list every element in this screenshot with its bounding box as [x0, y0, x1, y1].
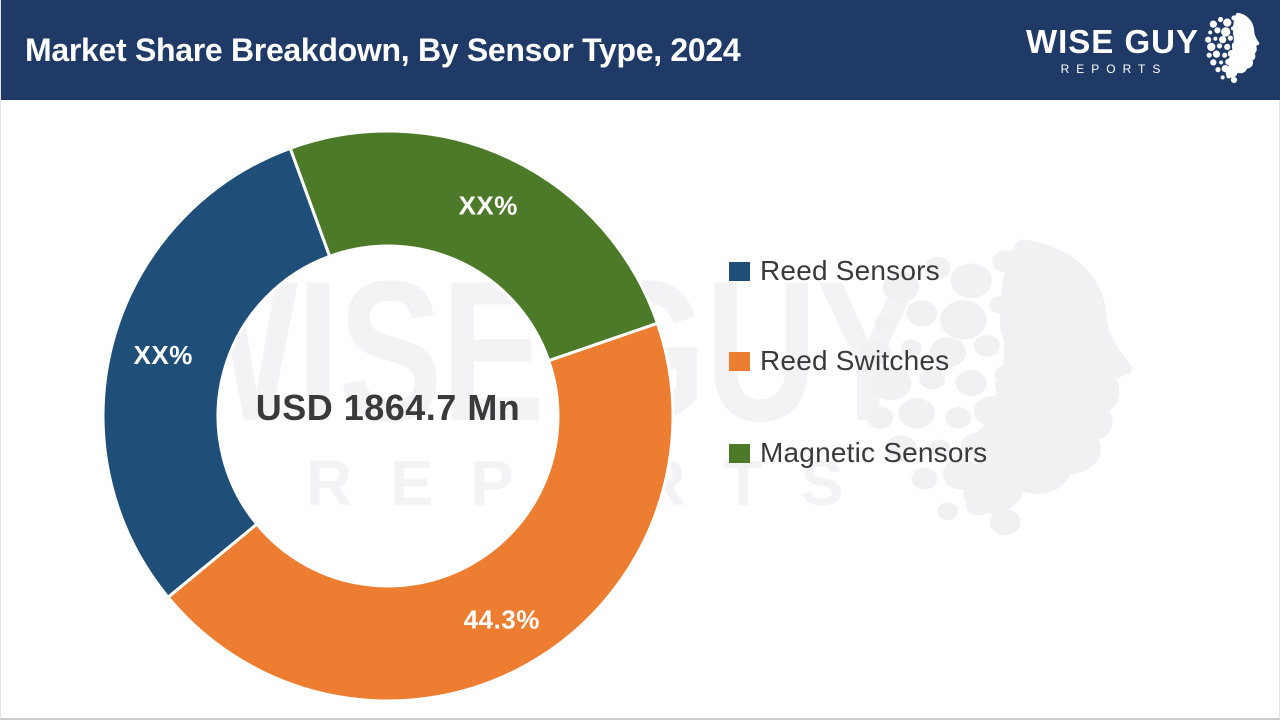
- logo-line1: WISE GUY: [1025, 23, 1199, 60]
- legend-swatch-magnetic-sensors: [729, 443, 750, 463]
- page-title: Market Share Breakdown, By Sensor Type, …: [25, 31, 741, 68]
- donut-center-value: USD 1864.7 Mn: [255, 387, 521, 428]
- donut-segment-label-reed-switches: 44.3%: [464, 604, 540, 634]
- logo-line2: REPORTS: [1060, 62, 1168, 76]
- donut-segment-label-magnetic-sensors: XX%: [459, 191, 518, 221]
- donut-segment-label-reed-sensors: XX%: [134, 340, 193, 370]
- legend-item-reed-sensors: Reed Sensors: [729, 254, 940, 288]
- legend-label-reed-switches: Reed Switches: [760, 345, 950, 376]
- legend-label-reed-sensors: Reed Sensors: [760, 255, 940, 286]
- donut-segment-reed-switches: [166, 321, 675, 703]
- logo-wordmark: WISE GUY REPORTS: [1025, 23, 1199, 77]
- donut-segment-magnetic-sensors: [288, 129, 660, 363]
- wiseguy-logo: WISE GUY REPORTS: [1026, 0, 1265, 100]
- legend-swatch-reed-switches: [729, 351, 750, 371]
- legend-item-reed-switches: Reed Switches: [729, 344, 949, 378]
- header: Market Share Breakdown, By Sensor Type, …: [1, 0, 1280, 100]
- legend-item-magnetic-sensors: Magnetic Sensors: [729, 436, 987, 470]
- donut-segment-reed-sensors: [101, 146, 332, 599]
- legend-swatch-reed-sensors: [729, 261, 750, 281]
- legend-label-magnetic-sensors: Magnetic Sensors: [760, 437, 988, 468]
